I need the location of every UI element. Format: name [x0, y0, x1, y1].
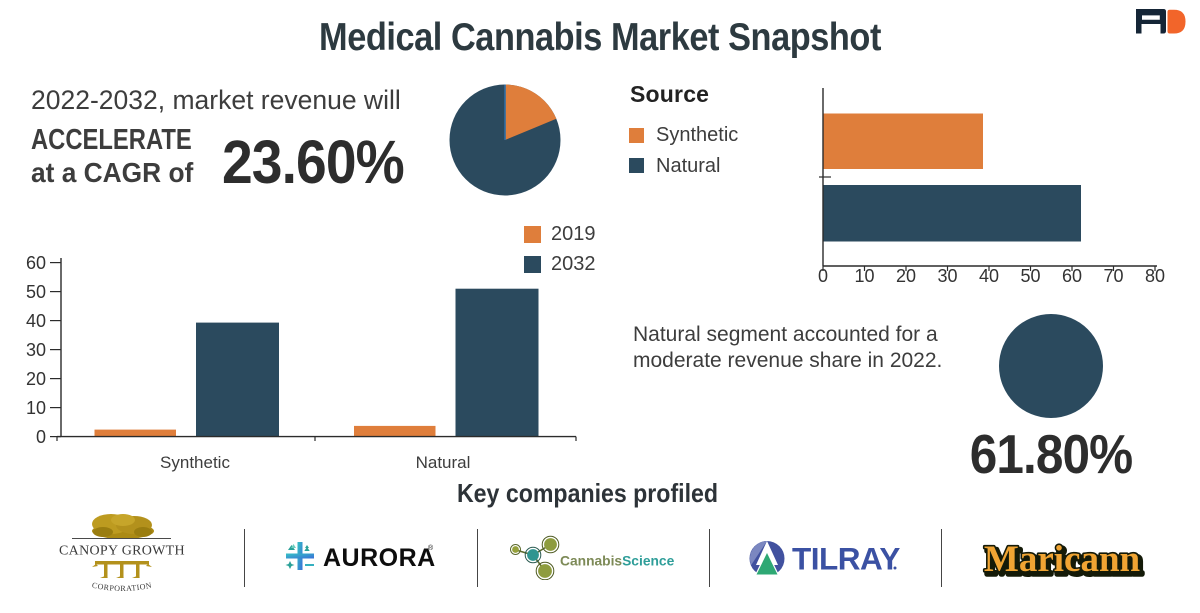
- svg-text:CORPORATION: CORPORATION: [91, 581, 153, 593]
- svg-text:60: 60: [1062, 266, 1082, 286]
- svg-text:50: 50: [1020, 266, 1040, 286]
- svg-text:30: 30: [937, 266, 957, 286]
- svg-text:60: 60: [26, 253, 46, 273]
- svg-text:TILRAY: TILRAY: [792, 541, 900, 577]
- svg-text:0: 0: [818, 266, 828, 286]
- svg-text:AURORA: AURORA: [323, 544, 435, 572]
- svg-text:CANOPY GROWTH: CANOPY GROWTH: [59, 544, 185, 559]
- svg-text:20: 20: [896, 266, 916, 286]
- svg-text:50: 50: [26, 282, 46, 302]
- svg-text:20: 20: [26, 369, 46, 389]
- svg-text:Maricann: Maricann: [986, 542, 1143, 583]
- svg-text:Natural: Natural: [416, 453, 471, 472]
- svg-text:80: 80: [1145, 266, 1165, 286]
- svg-text:70: 70: [1103, 266, 1123, 286]
- svg-text:CannabisScience: CannabisScience: [560, 554, 675, 569]
- svg-text:30: 30: [26, 340, 46, 360]
- svg-text:10: 10: [26, 398, 46, 418]
- svg-text:40: 40: [26, 311, 46, 331]
- svg-text:®: ®: [428, 544, 434, 552]
- svg-text:10: 10: [854, 266, 874, 286]
- svg-text:Maricann: Maricann: [984, 539, 1141, 580]
- svg-text:0: 0: [36, 427, 46, 447]
- svg-text:Synthetic: Synthetic: [160, 453, 230, 472]
- svg-text:40: 40: [979, 266, 999, 286]
